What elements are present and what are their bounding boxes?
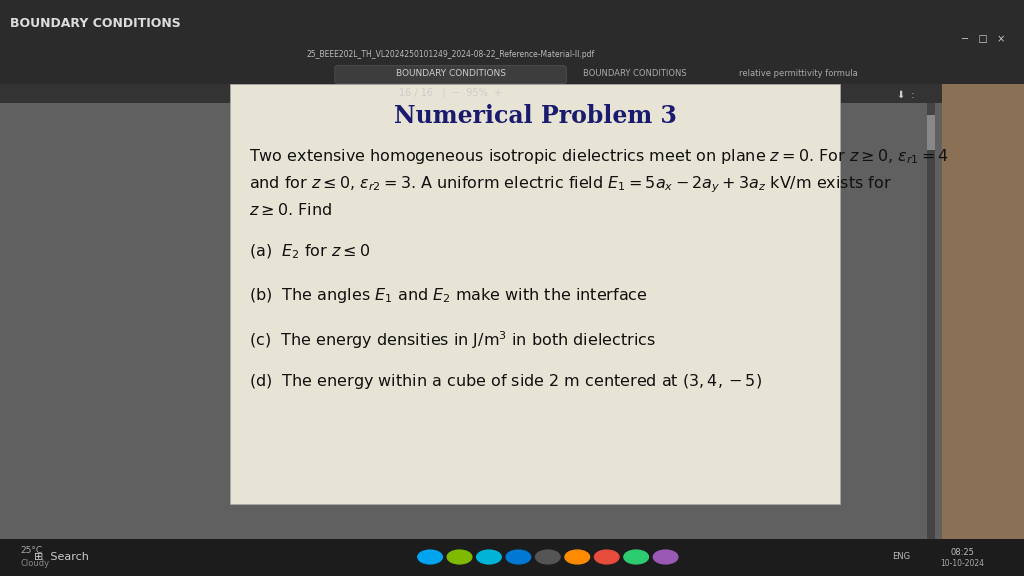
Text: BOUNDARY CONDITIONS: BOUNDARY CONDITIONS [395, 69, 506, 78]
Text: BOUNDARY CONDITIONS: BOUNDARY CONDITIONS [10, 17, 181, 31]
Bar [0, 66, 1024, 84]
Text: (d)  The energy within a cube of side 2 m centered at $(3, 4, -5)$: (d) The energy within a cube of side 2 m… [249, 372, 762, 391]
Bar [881, 63, 932, 541]
Bar [0, 0, 1024, 66]
Text: (a)  $E_2$ for $z \leq 0$: (a) $E_2$ for $z \leq 0$ [249, 242, 371, 261]
Circle shape [594, 550, 618, 564]
FancyBboxPatch shape [335, 66, 566, 84]
Circle shape [565, 550, 590, 564]
Text: 08:25: 08:25 [950, 548, 975, 558]
Text: relative permittivity formula: relative permittivity formula [739, 69, 858, 78]
Bar [0, 103, 942, 539]
Text: $z \geq 0$. Find: $z \geq 0$. Find [249, 202, 332, 218]
Text: 16 / 16   |  −  95%  +: 16 / 16 | − 95% + [399, 88, 502, 98]
Text: Two extensive homogeneous isotropic dielectrics meet on plane $z = 0$. For $z \g: Two extensive homogeneous isotropic diel… [249, 147, 949, 166]
Text: 10-10-2024: 10-10-2024 [941, 559, 984, 568]
Text: BOUNDARY CONDITIONS: BOUNDARY CONDITIONS [583, 69, 687, 78]
Text: (c)  The energy densities in J/m$^3$ in both dielectrics: (c) The energy densities in J/m$^3$ in b… [249, 329, 655, 351]
Circle shape [624, 550, 648, 564]
Bar [932, 63, 1024, 541]
Bar [927, 115, 935, 150]
Text: 25°C: 25°C [20, 545, 43, 555]
Text: and for $z \leq 0$, $\varepsilon_{r2} = 3$. A uniform electric field $E_1 = 5a_x: and for $z \leq 0$, $\varepsilon_{r2} = … [249, 175, 892, 195]
Circle shape [653, 550, 678, 564]
Text: (b)  The angles $E_1$ and $E_2$ make with the interface: (b) The angles $E_1$ and $E_2$ make with… [249, 286, 647, 305]
Circle shape [536, 550, 560, 564]
Circle shape [418, 550, 442, 564]
Circle shape [476, 550, 502, 564]
Text: −   □   ×: − □ × [961, 34, 1006, 44]
Text: ⬇  :: ⬇ : [897, 90, 915, 100]
Text: Cloudy: Cloudy [20, 559, 49, 568]
Text: Numerical Problem 3: Numerical Problem 3 [393, 104, 677, 128]
Circle shape [506, 550, 530, 564]
Bar [927, 103, 935, 539]
Text: ⊞  Search: ⊞ Search [34, 552, 89, 562]
Circle shape [447, 550, 472, 564]
Text: ENG: ENG [892, 552, 910, 562]
Text: 25_BEEE202L_TH_VL2024250101249_2024-08-22_Reference-Material-II.pdf: 25_BEEE202L_TH_VL2024250101249_2024-08-2… [306, 50, 595, 59]
Bar [0, 84, 942, 103]
Bar [0, 539, 1024, 576]
Bar [230, 84, 840, 504]
